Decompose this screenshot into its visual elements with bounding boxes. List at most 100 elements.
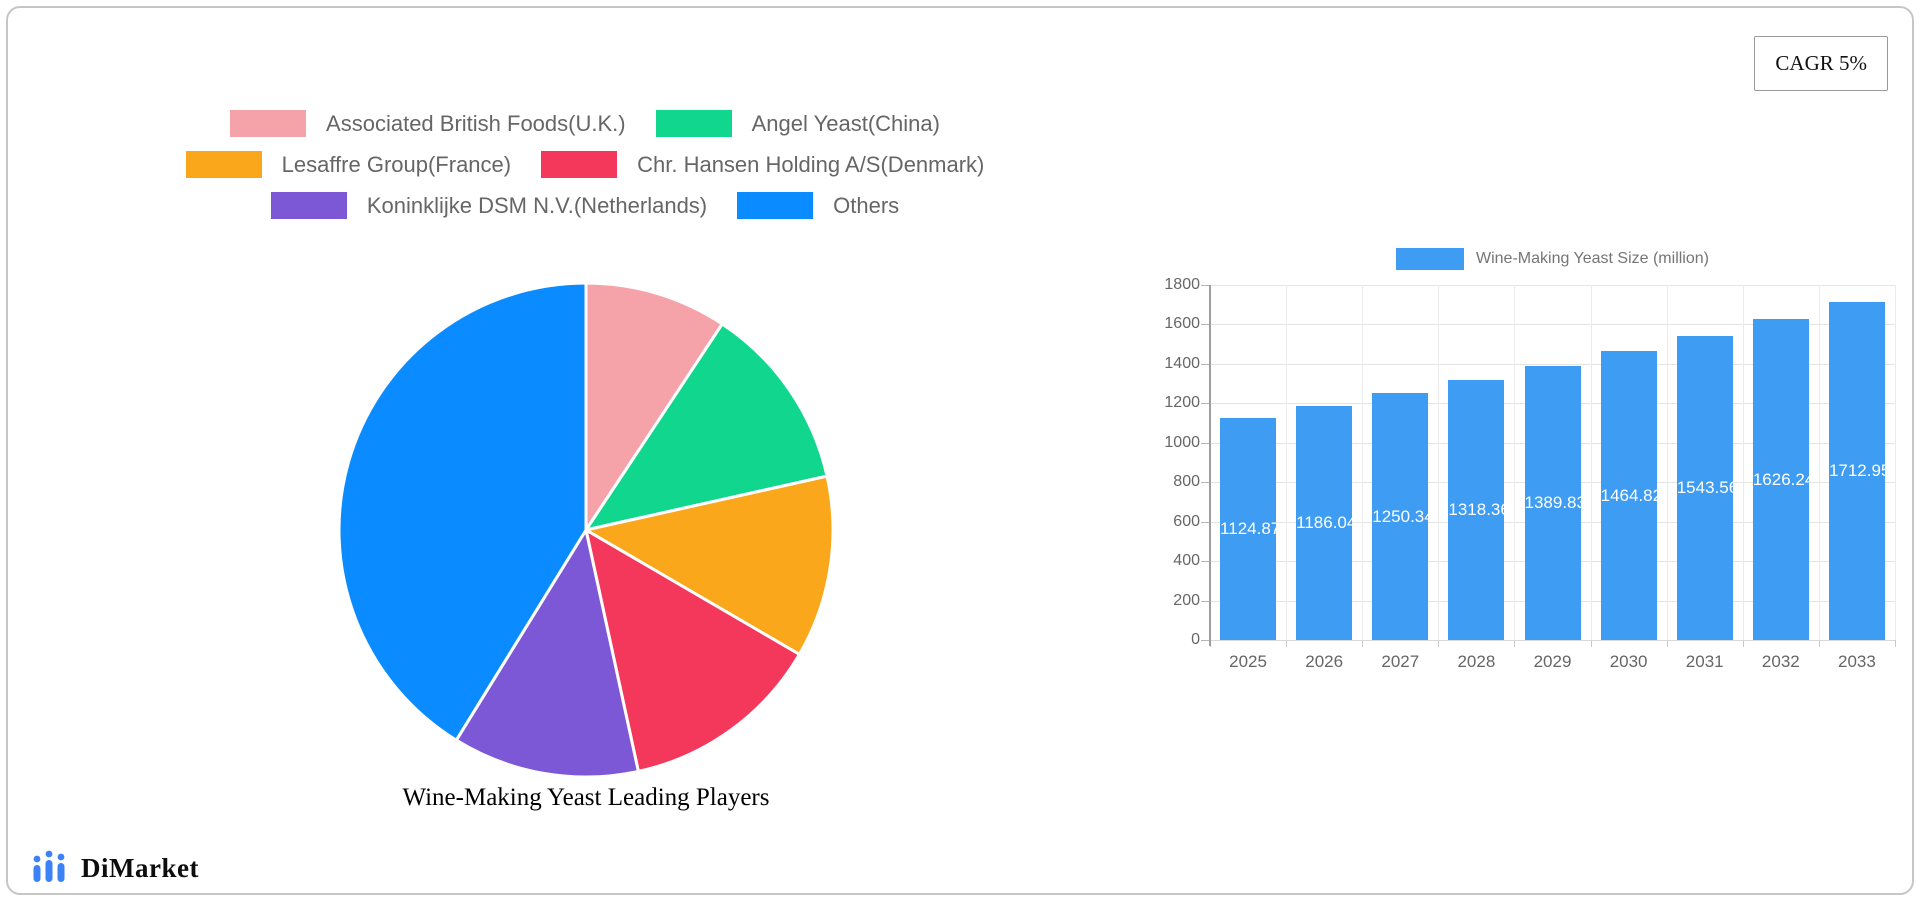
pie-legend-label: Lesaffre Group(France) [281, 151, 512, 177]
y-tick-label: 1200 [1164, 394, 1200, 412]
gridline-vertical [1742, 285, 1744, 640]
gridline-vertical [1590, 285, 1592, 640]
x-axis-tick [1438, 640, 1440, 647]
y-axis-tick [1201, 442, 1209, 444]
bar: 1389.83 [1524, 365, 1581, 640]
y-axis-tick [1201, 285, 1209, 286]
cagr-badge: CAGR 5% [1754, 36, 1888, 91]
pie-chart-title: Wine-Making Yeast Leading Players [402, 784, 770, 811]
y-axis-line [1209, 285, 1211, 646]
bar: 1124.87 [1220, 418, 1277, 640]
gridline-horizontal [1210, 324, 1895, 326]
pie-chart [337, 281, 835, 779]
pie-legend-item: Lesaffre Group(France) [185, 151, 512, 178]
x-tick-label: 2033 [1838, 652, 1876, 671]
gridline-vertical [1514, 285, 1516, 640]
pie-slice [584, 322, 829, 532]
pie-legend-label: Koninklijke DSM N.V.(Netherlands) [366, 192, 708, 218]
y-axis-tick [1201, 561, 1209, 563]
bar: 1464.82 [1600, 351, 1657, 640]
y-tick-label: 1600 [1164, 315, 1200, 333]
pie-legend-label: Others [833, 192, 900, 218]
gridline-vertical [1666, 285, 1668, 640]
y-axis-tick [1201, 640, 1209, 641]
pie-legend-row: Koninklijke DSM N.V.(Netherlands) Others [270, 192, 899, 219]
y-tick-label: 400 [1173, 552, 1200, 570]
bar-value-label: 1186.04 [1296, 513, 1353, 533]
bar-chart-legend: Wine-Making Yeast Size (million) [1210, 248, 1895, 270]
pie-slice [337, 281, 588, 742]
bar-value-label: 1543.56 [1676, 477, 1733, 497]
gridline-vertical [1362, 285, 1364, 640]
x-tick-label: 2031 [1685, 652, 1724, 671]
bar-chart: Wine-Making Yeast Size (million) 0 200 400… [1160, 240, 1920, 700]
bar-value-label: 1626.24 [1752, 469, 1809, 489]
bar: 1318.36 [1448, 380, 1505, 640]
pie-legend-swatch [270, 192, 347, 219]
y-tick-label: 1400 [1164, 354, 1200, 372]
bar-legend-swatch [1396, 248, 1464, 270]
bar: 1712.95 [1828, 302, 1885, 640]
x-tick-label: 2030 [1609, 652, 1648, 671]
bar-value-label: 1124.87 [1220, 519, 1277, 539]
x-tick-label: 2025 [1229, 652, 1267, 671]
x-tick-label: 2026 [1305, 652, 1344, 671]
x-tick-label: 2027 [1381, 652, 1420, 671]
y-axis-tick [1201, 482, 1209, 484]
bar-value-label: 1250.34 [1372, 506, 1429, 526]
bar: 1543.56 [1676, 335, 1733, 640]
pie-legend-swatch [185, 151, 262, 178]
x-axis-tick [1286, 640, 1288, 647]
y-tick-label: 0 [1191, 631, 1200, 648]
y-axis-tick [1201, 324, 1209, 326]
x-tick-label: 2029 [1533, 652, 1572, 671]
y-tick-label: 1000 [1164, 433, 1200, 451]
pie-legend-item: Others [737, 192, 899, 219]
pie-legend-swatch [541, 151, 618, 178]
x-axis-tick [1818, 640, 1820, 647]
gridline-horizontal [1210, 285, 1895, 286]
bar: 1250.34 [1372, 393, 1429, 640]
y-axis-tick [1201, 403, 1209, 405]
gridline-vertical [1895, 285, 1896, 640]
pie-slice [584, 281, 724, 532]
bar-value-label: 1464.82 [1600, 485, 1657, 505]
y-tick-label: 800 [1173, 473, 1200, 491]
gridline-vertical [1438, 285, 1440, 640]
pie-slice [584, 528, 801, 773]
x-axis-tick [1895, 640, 1896, 647]
pie-legend-label: Chr. Hansen Holding A/S(Denmark) [637, 151, 985, 177]
pie-legend-item: Chr. Hansen Holding A/S(Denmark) [541, 151, 984, 178]
pie-legend-row: Associated British Foods(U.K.) Angel Yeas… [230, 110, 940, 137]
x-axis-tick [1514, 640, 1516, 647]
pie-legend-swatch [737, 192, 814, 219]
y-tick-label: 1800 [1164, 276, 1200, 293]
gridline-vertical [1818, 285, 1820, 640]
y-tick-label: 200 [1173, 591, 1200, 609]
pie-legend-label: Angel Yeast(China) [751, 110, 940, 136]
pie-slice [454, 528, 640, 779]
bar-value-label: 1712.95 [1828, 461, 1885, 481]
x-tick-label: 2032 [1761, 652, 1800, 671]
logo-bars-icon [33, 850, 65, 882]
bar: 1186.04 [1296, 406, 1353, 640]
pie-slice [584, 474, 835, 656]
y-axis-tick [1201, 521, 1209, 523]
x-axis-tick [1362, 640, 1364, 647]
report-frame [6, 6, 1914, 895]
bar-value-label: 1318.36 [1448, 500, 1505, 519]
bar-value-label: 1389.83 [1524, 492, 1581, 512]
x-axis-tick [1666, 640, 1668, 647]
pie-legend-swatch [655, 110, 732, 137]
gridline-vertical [1286, 285, 1288, 640]
pie-legend: Associated British Foods(U.K.) Angel Yeas… [0, 110, 1170, 219]
logo-text: DiMarket [81, 852, 199, 883]
pie-legend-label: Associated British Foods(U.K.) [326, 110, 626, 136]
pie-legend-item: Associated British Foods(U.K.) [230, 110, 626, 137]
bar-chart-plot: 0 200 400 600 800 1000 1200 1400 1600 1800 1124.87… [1164, 276, 1896, 671]
x-tick-label: 2028 [1457, 652, 1496, 671]
x-axis-line [1210, 640, 1895, 641]
y-axis-tick [1201, 363, 1209, 365]
gridline-horizontal [1210, 363, 1895, 365]
bar-legend-label: Wine-Making Yeast Size (million) [1476, 250, 1709, 267]
